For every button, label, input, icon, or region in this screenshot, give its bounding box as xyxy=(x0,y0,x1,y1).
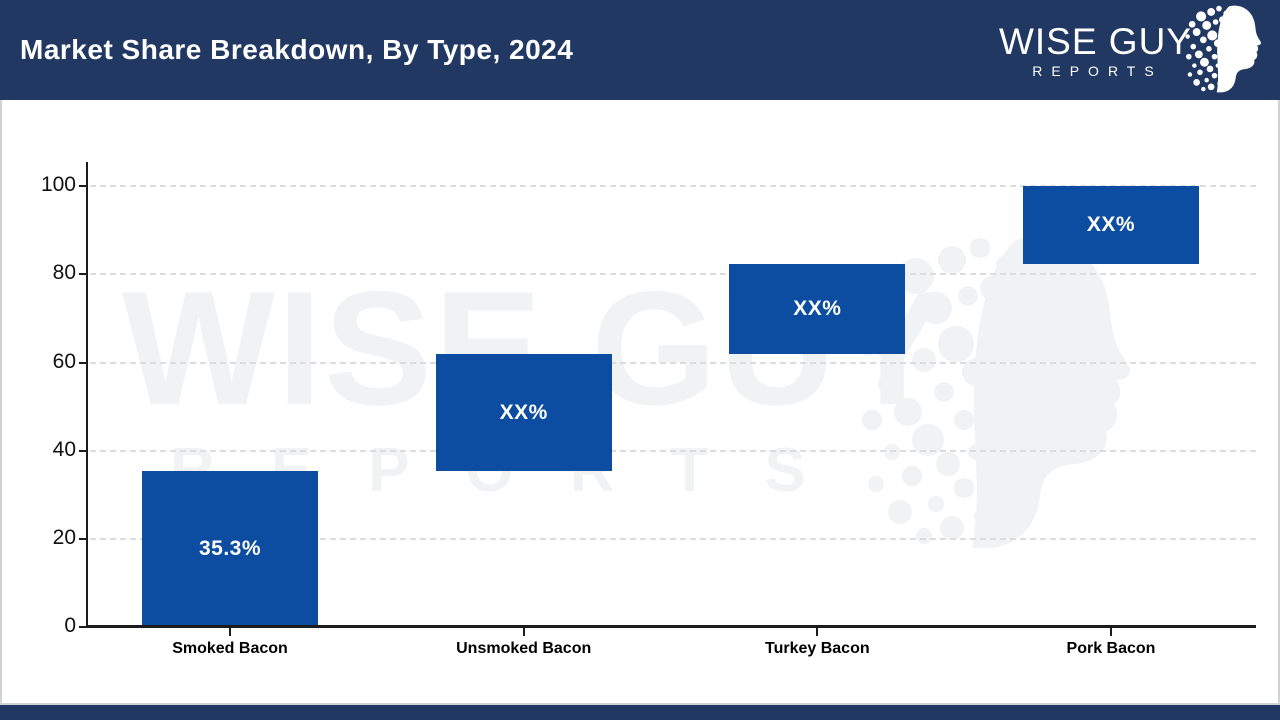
x-tick-mark xyxy=(522,627,525,636)
y-tick-mark xyxy=(79,537,88,540)
wiseguy-face-icon xyxy=(1185,5,1261,92)
bar: XX% xyxy=(729,263,906,355)
x-tick-mark xyxy=(229,627,231,636)
y-tick-label: 80 xyxy=(52,261,76,285)
y-tick-label: 0 xyxy=(64,614,76,637)
y-axis-line xyxy=(86,162,88,628)
brand-logo-text: WISE GUY REPORTS xyxy=(999,23,1192,78)
gridline xyxy=(90,361,1256,364)
content-border-bottom xyxy=(0,703,1280,705)
x-tick-mark xyxy=(1110,627,1112,636)
y-tick-label: 100 xyxy=(40,173,76,197)
y-tick-label: 20 xyxy=(52,525,76,549)
content-border-right xyxy=(1278,100,1280,703)
gridline xyxy=(90,185,1256,188)
bar-value-label: XX% xyxy=(499,400,548,424)
y-tick-label: 60 xyxy=(52,349,76,373)
x-tick-mark xyxy=(816,627,819,636)
brand-name: WISE GUY xyxy=(998,20,1192,62)
gridline xyxy=(90,449,1256,452)
bar-value-label: 35.3% xyxy=(198,537,262,561)
content-border-left xyxy=(0,100,2,703)
y-tick-mark xyxy=(79,449,88,452)
y-tick-mark xyxy=(79,185,88,188)
x-category-label: Unsmoked Bacon xyxy=(456,640,592,657)
y-tick-mark xyxy=(79,626,88,628)
x-category-label: Smoked Bacon xyxy=(172,640,288,657)
x-category-label: Turkey Bacon xyxy=(764,640,870,657)
footer-bar xyxy=(0,705,1280,720)
page-title: Market Share Breakdown, By Type, 2024 xyxy=(20,34,574,65)
brand-subname: REPORTS xyxy=(1032,62,1163,79)
x-axis-line xyxy=(88,625,1256,628)
gridline xyxy=(90,537,1256,540)
bar-value-label: XX% xyxy=(1086,213,1136,237)
bar: 35.3% xyxy=(142,471,318,627)
bar: XX% xyxy=(1023,186,1199,264)
header-banner: Market Share Breakdown, By Type, 2024 WI… xyxy=(0,0,1280,100)
y-tick-mark xyxy=(79,361,88,364)
y-tick-mark xyxy=(79,273,88,276)
bar: XX% xyxy=(435,354,612,472)
bar-value-label: XX% xyxy=(793,297,842,321)
x-category-label: Pork Bacon xyxy=(1066,640,1156,657)
brand-logo: WISE GUY REPORTS xyxy=(999,3,1280,98)
gridline xyxy=(90,273,1256,276)
y-tick-label: 40 xyxy=(52,437,76,461)
